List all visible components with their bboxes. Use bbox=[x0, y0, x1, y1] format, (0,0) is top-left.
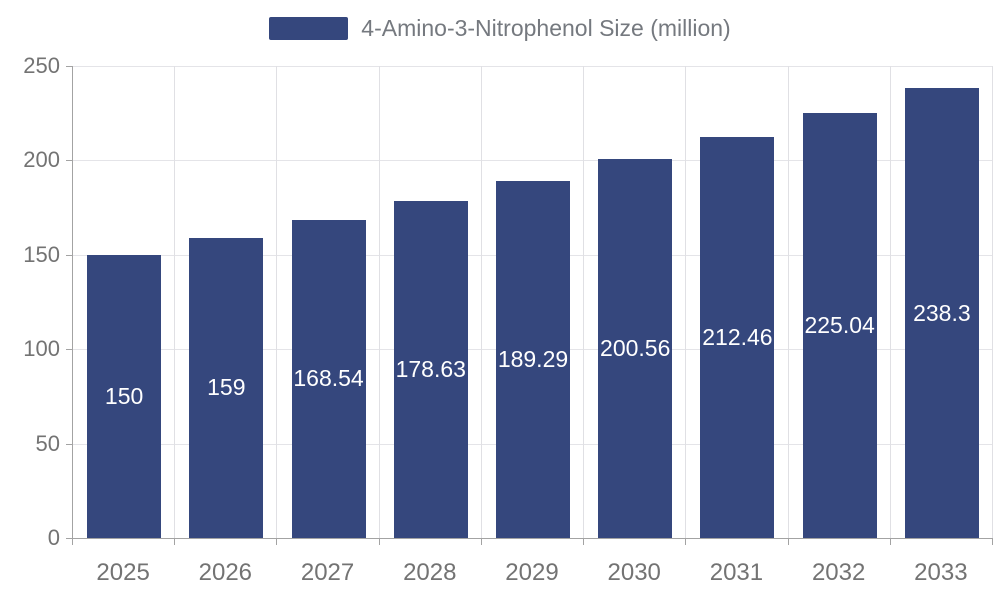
gridline-vertical bbox=[480, 66, 482, 538]
x-tick-label: 2028 bbox=[403, 559, 457, 586]
x-tick-label: 2030 bbox=[607, 559, 661, 586]
y-axis-tick bbox=[66, 349, 72, 351]
bar[interactable]: 178.63 bbox=[393, 200, 468, 538]
y-axis-tick bbox=[66, 160, 72, 162]
bar[interactable]: 225.04 bbox=[802, 113, 877, 538]
y-axis-tick bbox=[66, 538, 72, 539]
y-axis-tick bbox=[66, 66, 72, 67]
x-axis-tick bbox=[72, 539, 73, 545]
legend-swatch bbox=[269, 17, 349, 40]
x-axis-tick bbox=[480, 539, 482, 545]
bar[interactable]: 212.46 bbox=[700, 136, 775, 538]
x-tick-label: 2026 bbox=[198, 559, 253, 586]
bar[interactable]: 189.29 bbox=[496, 180, 570, 538]
gridline-vertical bbox=[378, 66, 380, 538]
x-axis-tick bbox=[889, 539, 891, 545]
x-axis-tick bbox=[276, 539, 278, 545]
legend-label: 4-Amino-3-Nitrophenol Size (million) bbox=[361, 15, 731, 41]
x-tick-label: 2025 bbox=[96, 559, 150, 586]
x-axis-tick bbox=[583, 539, 585, 545]
bar-value-label: 225.04 bbox=[804, 312, 875, 339]
bar[interactable]: 200.56 bbox=[598, 159, 673, 538]
x-tick-label: 2033 bbox=[914, 559, 968, 586]
x-axis-tick bbox=[685, 539, 687, 545]
y-tick-label: 0 bbox=[47, 525, 60, 550]
x-tick-label: 2029 bbox=[505, 559, 559, 586]
gridline-vertical bbox=[889, 66, 891, 538]
y-axis-tick bbox=[66, 443, 72, 445]
bar[interactable]: 150 bbox=[87, 254, 162, 538]
y-tick-label: 100 bbox=[23, 336, 60, 362]
bar-value-label: 159 bbox=[207, 374, 246, 401]
x-tick-label: 2027 bbox=[300, 559, 355, 586]
gridline-vertical bbox=[992, 66, 993, 538]
bar[interactable]: 159 bbox=[189, 237, 264, 538]
legend-item[interactable]: 4-Amino-3-Nitrophenol Size (million) bbox=[0, 17, 1000, 40]
x-axis-tick bbox=[992, 539, 993, 545]
y-tick-label: 150 bbox=[23, 241, 60, 267]
gridline-horizontal bbox=[73, 66, 993, 67]
x-axis-tick bbox=[378, 539, 380, 545]
bar-value-label: 189.29 bbox=[497, 345, 569, 372]
gridline-vertical bbox=[276, 66, 278, 538]
bar[interactable]: 168.54 bbox=[291, 219, 366, 538]
gridline-vertical bbox=[174, 66, 176, 538]
bar-value-label: 200.56 bbox=[600, 335, 671, 362]
x-tick-label: 2031 bbox=[709, 559, 764, 586]
x-axis-tick bbox=[174, 539, 176, 545]
y-tick-label: 200 bbox=[23, 147, 60, 173]
y-axis-tick bbox=[66, 254, 72, 256]
bar-value-label: 168.54 bbox=[293, 365, 364, 392]
bar-value-label: 238.3 bbox=[913, 299, 971, 326]
gridline-vertical bbox=[685, 66, 687, 538]
gridline-vertical bbox=[583, 66, 585, 538]
bar[interactable]: 238.3 bbox=[904, 88, 979, 538]
x-tick-label: 2032 bbox=[811, 559, 866, 586]
y-tick-label: 50 bbox=[35, 430, 60, 456]
bar-value-label: 212.46 bbox=[702, 323, 773, 350]
bar-value-label: 150 bbox=[104, 382, 144, 409]
x-axis-tick bbox=[787, 539, 789, 545]
gridline-vertical bbox=[787, 66, 789, 538]
y-tick-label: 250 bbox=[23, 53, 60, 78]
plot-area: 150 159 168.54 178.63 189.29 200.56 212.46 225.… bbox=[72, 66, 993, 539]
gridline-horizontal bbox=[73, 160, 993, 162]
bar-value-label: 178.63 bbox=[395, 355, 466, 382]
